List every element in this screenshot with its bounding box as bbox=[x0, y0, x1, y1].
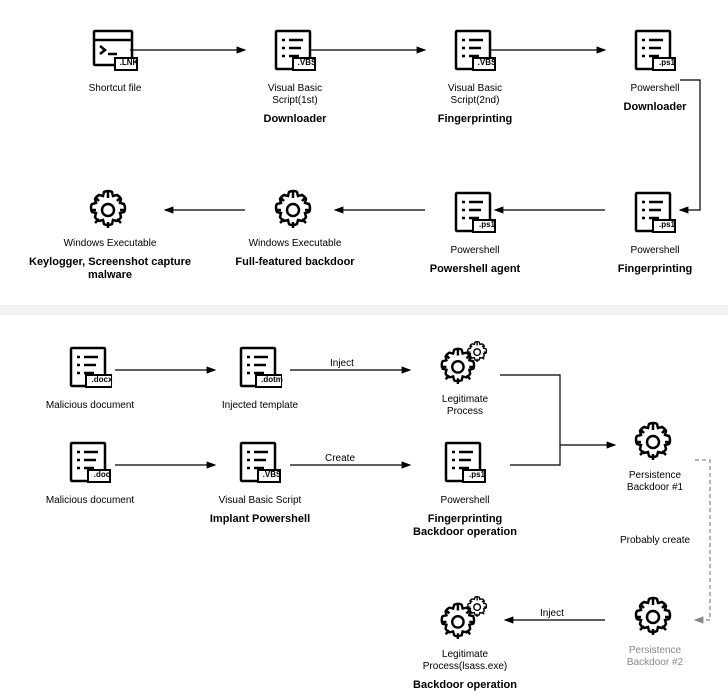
label-ps1c: Powershell bbox=[451, 245, 500, 257]
node-lnk: .LNK Shortcut file bbox=[55, 28, 175, 95]
node-vbs-implant: .VBS Visual Basic Script Implant Powersh… bbox=[195, 440, 325, 526]
bold-exe2: Keylogger, Screenshot capture malware bbox=[29, 256, 191, 282]
label-legit: Legitimate Process bbox=[442, 394, 488, 418]
ext-vbs2: .VBS bbox=[478, 58, 497, 67]
label-exe2: Windows Executable bbox=[64, 238, 157, 250]
label-persist2: Persistence Backdoor #2 bbox=[627, 645, 683, 669]
label-doc: Malicious document bbox=[46, 495, 134, 507]
label-inject1: Inject bbox=[330, 358, 354, 369]
bold-ps1a: Downloader bbox=[624, 101, 687, 114]
label-ps1a: Powershell bbox=[631, 83, 680, 95]
bold-exe1: Full-featured backdoor bbox=[235, 256, 354, 269]
label-dotm: Injected template bbox=[222, 400, 298, 412]
ext-ps1b: .ps1 bbox=[659, 220, 675, 229]
section-divider bbox=[0, 305, 728, 315]
node-legit-proc: Legitimate Process bbox=[400, 340, 530, 418]
node-doc: .doc Malicious document bbox=[25, 440, 155, 507]
node-exe-backdoor: Windows Executable Full-featured backdoo… bbox=[225, 188, 365, 269]
bold-ps1d: Fingerprinting Backdoor operation bbox=[413, 513, 517, 539]
ext-ps1d: .ps1 bbox=[469, 470, 485, 479]
ext-lnk: .LNK bbox=[120, 58, 139, 67]
bold-vbs2: Fingerprinting bbox=[438, 113, 513, 126]
node-persist2: Persistence Backdoor #2 bbox=[595, 595, 715, 669]
node-lsass: Legitimate Process(lsass.exe) Backdoor o… bbox=[395, 595, 535, 692]
bold-vbs1: Downloader bbox=[264, 113, 327, 126]
gear-icon bbox=[631, 595, 679, 643]
label-lsass: Legitimate Process(lsass.exe) bbox=[423, 649, 507, 673]
node-ps1-backdoor: .ps1 Powershell Fingerprinting Backdoor … bbox=[400, 440, 530, 539]
node-docx: .docx Malicious document bbox=[25, 345, 155, 412]
label-persist1: Persistence Backdoor #1 bbox=[627, 470, 683, 494]
node-ps1-dl: .ps1 Powershell Downloader bbox=[595, 28, 715, 114]
bold-vbs3: Implant Powershell bbox=[210, 513, 310, 526]
node-ps1-finger: .ps1 Powershell Fingerprinting bbox=[595, 190, 715, 276]
node-vbs2: .VBS Visual Basic Script(2nd) Fingerprin… bbox=[415, 28, 535, 126]
label-ps1d: Powershell bbox=[441, 495, 490, 507]
label-docx: Malicious document bbox=[46, 400, 134, 412]
bold-ps1c: Powershell agent bbox=[430, 263, 520, 276]
label-inject2: Inject bbox=[540, 608, 564, 619]
gear-pair-icon bbox=[437, 340, 493, 392]
ext-vbs1: .VBS bbox=[298, 58, 317, 67]
label-vbs1: Visual Basic Script(1st) bbox=[268, 83, 322, 107]
ext-vbs3: .VBS bbox=[263, 470, 282, 479]
ext-dotm: .dotm bbox=[261, 375, 283, 384]
gear-pair-icon bbox=[437, 595, 493, 647]
node-dotm: .dotm Injected template bbox=[195, 345, 325, 412]
label-probably: Probably create bbox=[620, 535, 690, 546]
ext-ps1c: .ps1 bbox=[479, 220, 495, 229]
node-persist1: Persistence Backdoor #1 bbox=[595, 420, 715, 494]
ext-ps1a: .ps1 bbox=[659, 58, 675, 67]
label-vbs3: Visual Basic Script bbox=[219, 495, 302, 507]
node-ps1-agent: .ps1 Powershell Powershell agent bbox=[415, 190, 535, 276]
gear-icon bbox=[271, 188, 319, 236]
label-create: Create bbox=[325, 453, 355, 464]
label-vbs2: Visual Basic Script(2nd) bbox=[448, 83, 502, 107]
bold-lsass: Backdoor operation bbox=[413, 679, 517, 692]
node-vbs1: .VBS Visual Basic Script(1st) Downloader bbox=[235, 28, 355, 126]
bold-ps1b: Fingerprinting bbox=[618, 263, 693, 276]
label-lnk: Shortcut file bbox=[89, 83, 142, 95]
gear-icon bbox=[631, 420, 679, 468]
ext-docx: .docx bbox=[92, 375, 113, 384]
label-exe1: Windows Executable bbox=[249, 238, 342, 250]
label-ps1b: Powershell bbox=[631, 245, 680, 257]
ext-doc: .doc bbox=[94, 470, 110, 479]
node-exe-keylogger: Windows Executable Keylogger, Screenshot… bbox=[20, 188, 200, 282]
gear-icon bbox=[86, 188, 134, 236]
